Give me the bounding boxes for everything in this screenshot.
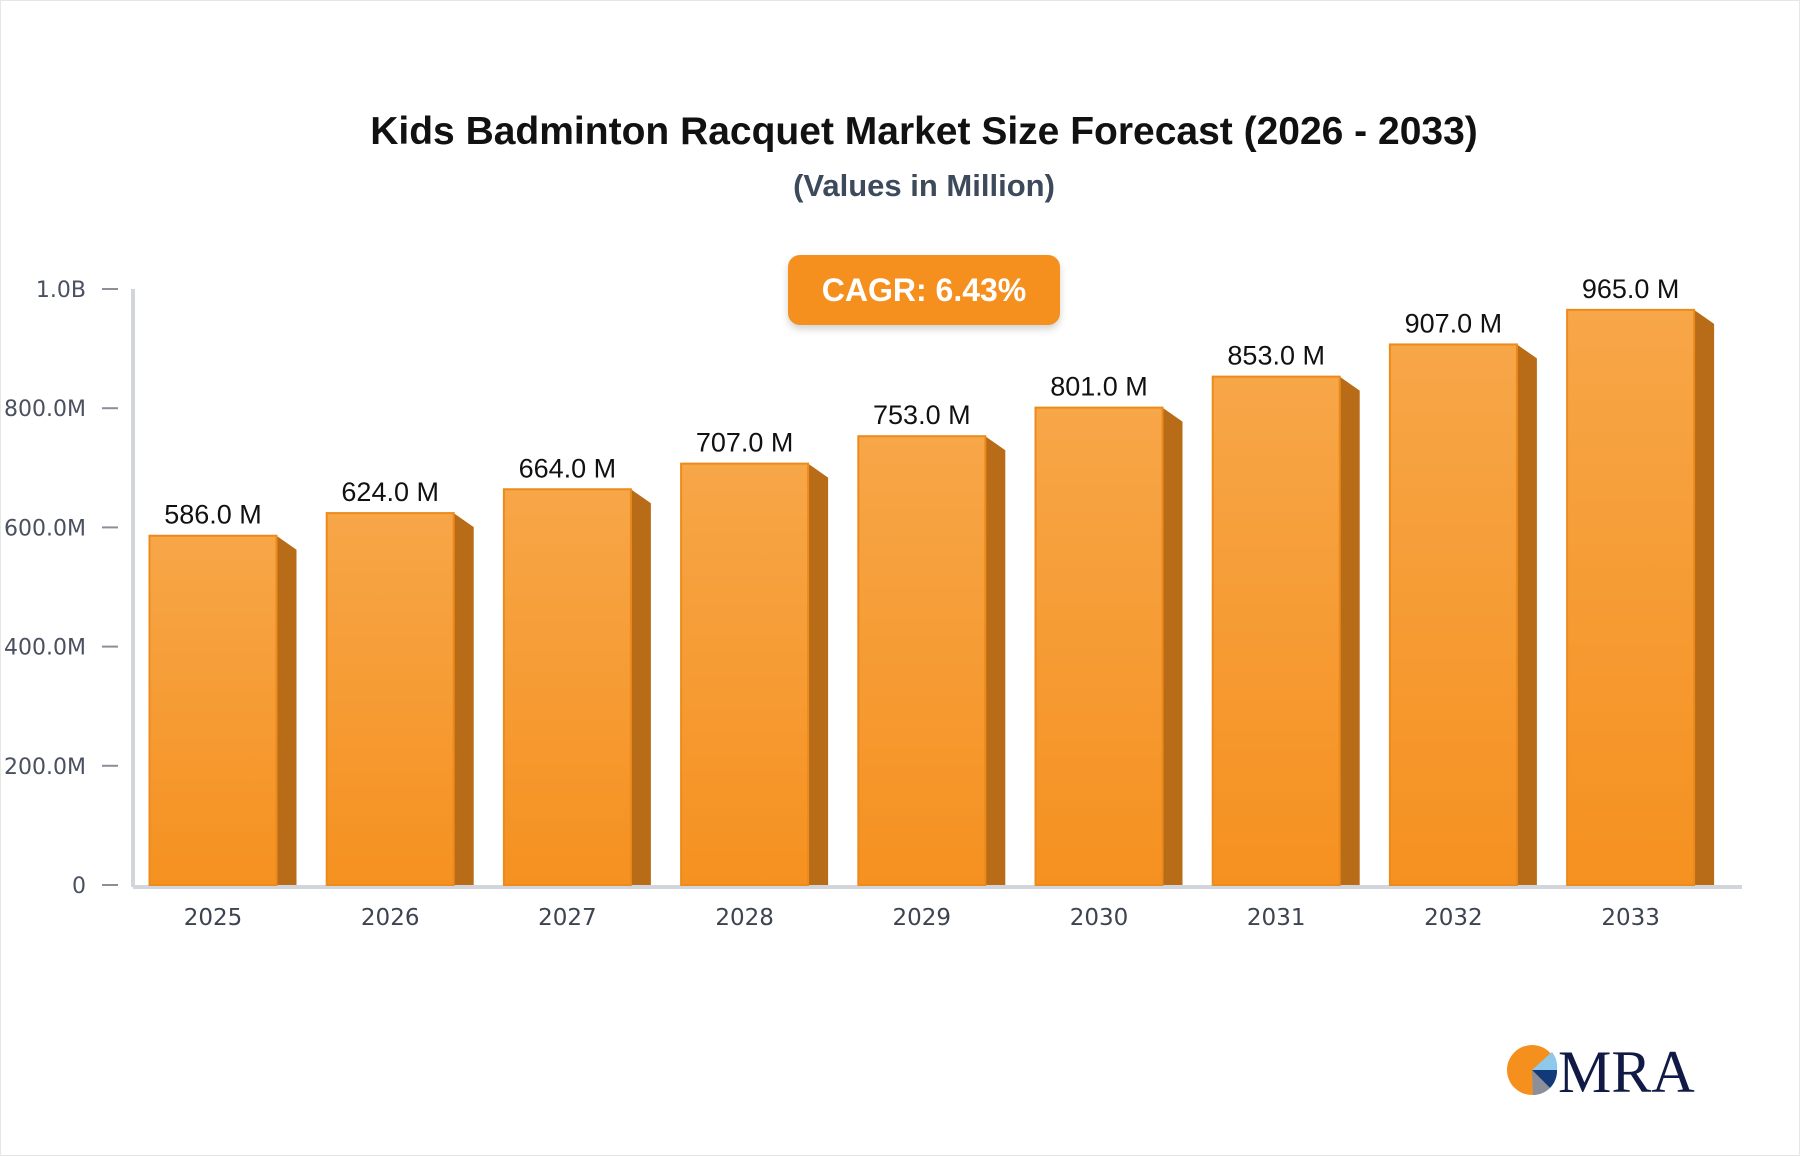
bar [1034, 406, 1164, 886]
data-label: 965.0 M [1582, 274, 1680, 304]
data-label: 753.0 M [873, 400, 971, 430]
x-tick-label: 2032 [1424, 905, 1483, 931]
chart-subtitle: (Values in Million) [793, 168, 1055, 203]
bar [502, 488, 632, 886]
x-tick-label: 2028 [715, 905, 774, 931]
y-tick-label: 0 [72, 874, 86, 899]
bar [1211, 375, 1341, 886]
x-tick-label: 2025 [184, 905, 243, 931]
x-tick-label: 2026 [361, 905, 420, 931]
bar-side [1339, 376, 1360, 885]
mra-logo: MRA [1506, 1040, 1696, 1100]
cagr-badge: CAGR: 6.43% [788, 255, 1060, 325]
bar [857, 435, 987, 886]
bar [1566, 308, 1696, 886]
x-tick-label: 2031 [1247, 905, 1306, 931]
data-label: 586.0 M [164, 500, 262, 530]
bar-side [630, 489, 651, 885]
data-label: 907.0 M [1405, 308, 1503, 338]
y-tick-label: 600.0M [4, 516, 86, 541]
bar-side [276, 535, 297, 885]
data-label: 624.0 M [341, 477, 439, 507]
data-label: 853.0 M [1227, 341, 1325, 371]
bar [325, 512, 455, 886]
bar [680, 462, 810, 886]
bar-side [1162, 407, 1183, 885]
x-tick-label: 2033 [1601, 905, 1660, 931]
data-label: 801.0 M [1050, 372, 1148, 402]
bar-side [1694, 309, 1715, 885]
y-tick-label: 1.0B [36, 278, 86, 303]
bar-side [808, 463, 829, 885]
x-tick-label: 2027 [538, 905, 597, 931]
bar-side [453, 513, 474, 885]
y-tick-label: 200.0M [4, 755, 86, 780]
chart-title: Kids Badminton Racquet Market Size Forec… [370, 110, 1478, 153]
bar [1388, 343, 1518, 887]
x-tick-label: 2029 [893, 905, 952, 931]
y-tick-label: 400.0M [4, 636, 86, 661]
svg-text:MRA: MRA [1558, 1040, 1695, 1100]
bar-side [985, 436, 1006, 885]
y-tick-label: 800.0M [4, 397, 86, 422]
bar-side [1516, 344, 1537, 886]
x-tick-label: 2030 [1070, 905, 1129, 931]
data-label: 664.0 M [519, 453, 617, 483]
data-label: 707.0 M [696, 428, 794, 458]
bar [148, 534, 278, 887]
